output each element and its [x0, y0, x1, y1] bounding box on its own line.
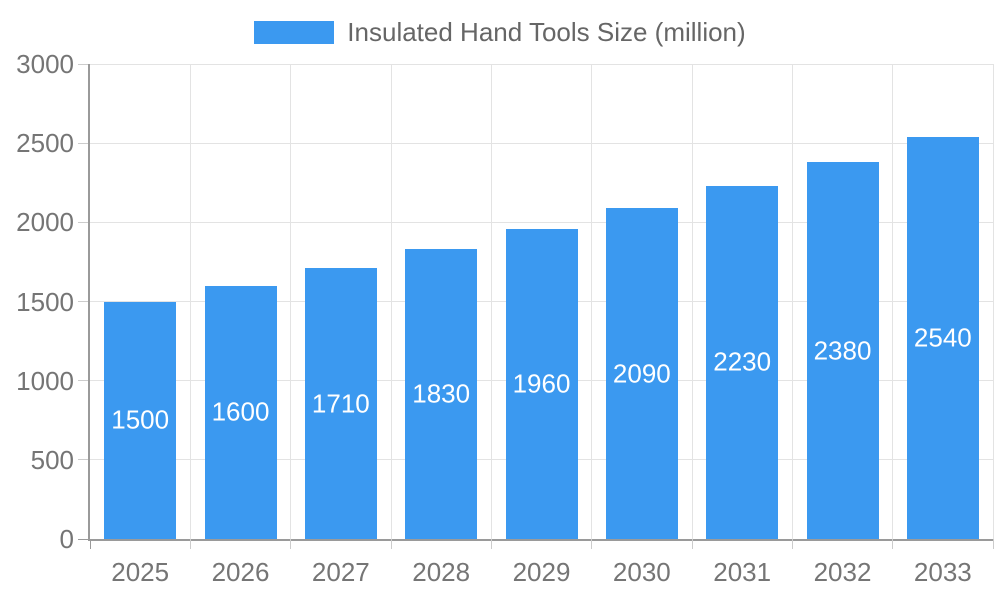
y-axis-tick-label: 2500 — [16, 128, 74, 159]
bar-value-label: 2540 — [913, 322, 972, 353]
x-axis-tick — [892, 539, 894, 549]
x-axis-tick — [992, 539, 994, 549]
y-axis-tick — [78, 380, 88, 382]
bar: 1600 — [204, 285, 277, 539]
chart-legend[interactable]: Insulated Hand Tools Size (million) — [0, 17, 1000, 47]
gridline-vertical — [290, 64, 292, 539]
x-axis-tick — [89, 539, 91, 549]
gridline-vertical — [390, 64, 392, 539]
gridline-horizontal — [90, 63, 993, 65]
x-axis-tick — [591, 539, 593, 549]
x-axis-tick — [791, 539, 793, 549]
x-axis-tick — [691, 539, 693, 549]
gridline-vertical — [691, 64, 693, 539]
x-axis-tick — [490, 539, 492, 549]
x-axis-tick-label: 2032 — [813, 557, 872, 587]
bar-value-label: 1960 — [512, 368, 571, 399]
bar-value-label: 1600 — [211, 396, 270, 427]
bar: 1710 — [304, 268, 377, 539]
plot-area: 0 500 1000 1500 2000 2500 3000 1500 2025 1600 2026… — [16, 49, 994, 587]
y-axis-tick-label: 500 — [30, 444, 74, 475]
y-axis-tick — [78, 459, 88, 461]
legend-swatch-icon — [254, 20, 335, 44]
x-axis-tick-label: 2028 — [412, 557, 471, 587]
bar-value-label: 1830 — [412, 378, 471, 409]
bar-value-label: 1710 — [311, 388, 370, 419]
y-axis-tick-label: 2000 — [16, 207, 74, 238]
gridline-vertical — [992, 64, 994, 539]
bar: 2090 — [605, 208, 678, 539]
y-axis-tick — [78, 63, 88, 65]
gridline-vertical — [591, 64, 593, 539]
y-axis-tick — [78, 221, 88, 223]
gridline-horizontal — [90, 142, 993, 144]
y-axis-tick-label: 3000 — [16, 49, 74, 79]
gridline-vertical — [791, 64, 793, 539]
gridline-horizontal — [90, 221, 993, 223]
y-axis-tick-label: 1000 — [16, 365, 74, 396]
x-axis-tick-label: 2031 — [713, 557, 772, 587]
bar: 2230 — [706, 185, 779, 539]
bar: 1500 — [104, 301, 177, 539]
gridline-vertical — [189, 64, 191, 539]
x-axis-tick — [390, 539, 392, 549]
x-axis-tick-label: 2033 — [913, 557, 972, 587]
x-axis-tick-label: 2029 — [512, 557, 571, 587]
x-axis-tick-label: 2030 — [612, 557, 671, 587]
x-axis-tick — [290, 539, 292, 549]
y-axis-tick — [78, 142, 88, 144]
x-axis-tick-label: 2026 — [211, 557, 270, 587]
bar-value-label: 2380 — [813, 335, 872, 366]
x-axis-tick — [189, 539, 191, 549]
bar: 2380 — [806, 162, 879, 539]
bar: 1960 — [505, 228, 578, 539]
y-axis-tick — [78, 301, 88, 302]
bar: 2540 — [906, 136, 979, 539]
bar: 1830 — [405, 249, 478, 539]
bar-value-label: 2230 — [713, 346, 772, 377]
x-axis-tick-label: 2027 — [311, 557, 370, 587]
bar-value-label: 1500 — [111, 404, 170, 435]
y-axis-tick-label: 0 — [59, 524, 74, 554]
gridline-vertical — [490, 64, 492, 539]
bar-value-label: 2090 — [612, 358, 671, 389]
gridline-vertical — [892, 64, 894, 539]
y-axis-tick-label: 1500 — [16, 286, 74, 317]
y-axis-tick — [78, 538, 88, 540]
legend-label: Insulated Hand Tools Size (million) — [347, 17, 746, 47]
x-axis-tick-label: 2025 — [111, 557, 170, 587]
